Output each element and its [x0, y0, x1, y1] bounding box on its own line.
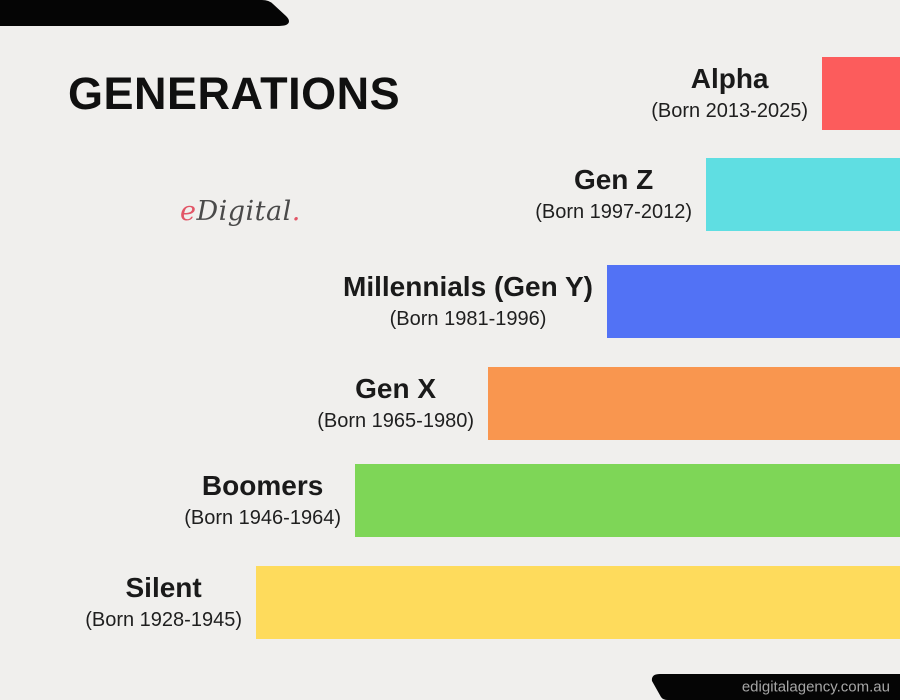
bar-gen-x	[488, 367, 900, 440]
page-title: GENERATIONS	[68, 68, 401, 119]
row-boomers: Boomers (Born 1946-1964)	[0, 464, 900, 537]
label-millennials: Millennials (Gen Y) (Born 1981-1996)	[343, 271, 593, 331]
bar-boomers	[355, 464, 900, 537]
logo-dot: .	[291, 196, 301, 227]
generation-name: Alpha	[690, 63, 769, 95]
row-gen-z: Gen Z (Born 1997-2012)	[0, 158, 900, 231]
top-left-banner-shape	[0, 0, 289, 26]
label-gen-z: Gen Z (Born 1997-2012)	[535, 164, 692, 224]
logo-text: Digital	[196, 196, 292, 227]
generation-born-range: (Born 2013-2025)	[651, 99, 808, 122]
generation-name: Gen X	[355, 373, 437, 405]
label-silent: Silent (Born 1928-1945)	[85, 572, 242, 632]
generation-born-range: (Born 1946-1964)	[184, 506, 341, 529]
generation-born-range: (Born 1981-1996)	[389, 307, 547, 330]
generation-born-range: (Born 1965-1980)	[317, 409, 474, 432]
row-gen-x: Gen X (Born 1965-1980)	[0, 367, 900, 440]
edigital-logo: eDigital.	[180, 196, 301, 227]
footer-banner-shape	[651, 674, 900, 700]
row-alpha: Alpha (Born 2013-2025)	[0, 57, 900, 130]
row-millennials: Millennials (Gen Y) (Born 1981-1996)	[0, 265, 900, 338]
label-gen-x: Gen X (Born 1965-1980)	[317, 373, 474, 433]
generation-born-range: (Born 1997-2012)	[535, 200, 692, 223]
bar-alpha	[822, 57, 900, 130]
row-silent: Silent (Born 1928-1945)	[0, 566, 900, 639]
bar-silent	[256, 566, 900, 639]
generation-name: Boomers	[201, 470, 324, 502]
label-boomers: Boomers (Born 1946-1964)	[184, 470, 341, 530]
bar-gen-z	[706, 158, 900, 231]
logo-accent-letter: e	[180, 196, 197, 227]
footer-banner: edigitalagency.com.au	[648, 674, 900, 700]
generation-name: Silent	[125, 572, 202, 604]
generation-born-range: (Born 1928-1945)	[85, 608, 242, 631]
label-alpha: Alpha (Born 2013-2025)	[651, 63, 808, 123]
footer-url: edigitalagency.com.au	[741, 678, 890, 696]
generation-name: Millennials (Gen Y)	[343, 271, 593, 303]
generation-name: Gen Z	[573, 164, 654, 196]
bar-millennials	[607, 265, 900, 338]
